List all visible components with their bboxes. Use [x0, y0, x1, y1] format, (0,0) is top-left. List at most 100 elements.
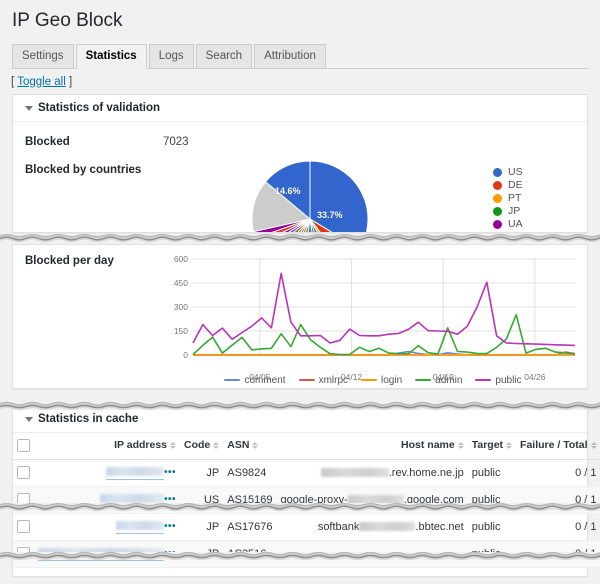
cell-ip-address[interactable]: ••• [34, 486, 181, 514]
ip-address-link[interactable] [116, 520, 164, 534]
pie-slice-Other[interactable] [251, 180, 312, 232]
col-header-asn[interactable]: ASN [223, 432, 277, 460]
pie-legend-label-jp: JP [508, 205, 521, 218]
panel-header-validation[interactable]: Statistics of validation [13, 95, 587, 122]
cell-failure-total: 0 / 1 [516, 459, 600, 487]
legend-color-dot-jp [493, 206, 502, 216]
line-legend-item-comment[interactable]: comment [224, 374, 286, 386]
ip-ellipsis[interactable]: ••• [164, 547, 177, 559]
blocked-value: 7023 [163, 135, 189, 148]
pie-legend-item-jp[interactable]: JP [493, 205, 575, 218]
col-header-failure-total[interactable]: Failure / Total [516, 432, 600, 460]
pie-slice-US[interactable] [309, 160, 369, 233]
host-prefix: softbank [317, 520, 360, 533]
tab-settings[interactable]: Settings [12, 43, 74, 68]
pie-legend-label-de: DE [508, 179, 523, 192]
sort-icon-failure[interactable] [590, 441, 597, 449]
tab-bar: Settings Statistics Logs Search Attribution [12, 43, 588, 69]
pie-legend-label-ru: RU [508, 231, 523, 232]
panel-header-cache[interactable]: Statistics in cache [13, 406, 587, 433]
pie-slice-PT[interactable] [309, 218, 345, 233]
sort-icon-ip[interactable] [170, 441, 177, 449]
row-checkbox[interactable] [17, 466, 30, 480]
host-suffix: .rev.home.ne.jp [388, 466, 464, 479]
cell-ip-address[interactable]: ••• [34, 459, 181, 487]
sort-icon-target[interactable] [506, 441, 513, 449]
table-row[interactable]: ••• US AS15169 google-proxy- .google.com publ… [13, 486, 600, 514]
blocked-by-countries-row: Blocked by countries 33.7% 14.6% US DE PT J… [25, 160, 575, 232]
cell-country-code: US [180, 486, 224, 514]
legend-line-swatch-comment [224, 378, 241, 382]
tab-logs[interactable]: Logs [148, 43, 194, 68]
tab-statistics[interactable]: Statistics [75, 43, 147, 69]
col-label-code: Code [184, 439, 211, 452]
table-row[interactable]: ••• JP AS17676 softbank .bbtec.net public 0 / … [13, 513, 600, 541]
row-checkbox[interactable] [17, 547, 30, 561]
bracket-open: [ [11, 75, 15, 88]
col-header-target[interactable]: Target [467, 432, 517, 460]
tab-search[interactable]: Search [195, 43, 253, 68]
line-legend-item-xmlrpc[interactable]: xmlrpc [298, 375, 348, 386]
line-series-public[interactable] [192, 272, 576, 346]
line-legend-label-comment: comment [244, 374, 286, 386]
pie-legend-item-ru[interactable]: RU [493, 231, 575, 232]
ip-address-link[interactable] [106, 466, 164, 480]
host-suffix: .bbtec.net [415, 520, 464, 533]
ip-ellipsis[interactable]: ••• [164, 466, 177, 478]
pie-legend-label-ua: UA [508, 218, 523, 231]
col-header-code[interactable]: Code [180, 432, 224, 460]
cell-ip-address[interactable]: ••• [34, 513, 181, 541]
select-all-checkbox[interactable] [17, 438, 30, 452]
cell-country-code: JP [180, 540, 224, 568]
panel-body-validation: Blocked 7023 Blocked by countries 33.7% … [13, 122, 587, 232]
cell-target: public [467, 540, 517, 568]
row-checkbox[interactable] [17, 493, 30, 507]
line-legend-item-public[interactable]: public [475, 375, 522, 386]
col-label-host: Host name [401, 439, 455, 452]
col-header-ip[interactable]: IP address [34, 432, 181, 460]
line-chart-x-axis-labels: 04/05 04/12 04/19 04/26 [163, 372, 583, 384]
toggle-all-line: [ Toggle all ] [0, 69, 600, 94]
panel-statistics-in-cache: Statistics in cache IP address Code [12, 404, 600, 577]
col-header-host[interactable]: Host name [276, 432, 468, 460]
x-tick-label-04-05: 04/05 [249, 371, 271, 382]
col-label-ip: IP address [114, 439, 168, 452]
pie-slice-pad[interactable] [264, 160, 311, 220]
pie-slice-JP[interactable] [309, 218, 338, 233]
ip-ellipsis[interactable]: ••• [164, 493, 177, 505]
pie-slice-UA[interactable] [309, 218, 328, 233]
pie-slice-DE[interactable] [309, 218, 360, 233]
pie-legend-item-us[interactable]: US [493, 166, 575, 179]
row-checkbox[interactable] [17, 520, 30, 534]
cell-asn: AS15169 [223, 486, 277, 514]
pie-legend-item-ua[interactable]: UA [493, 218, 575, 231]
y-tick-label-600: 600 [174, 254, 188, 264]
cell-failure-total: 0 / 1 [516, 513, 600, 541]
ip-address-link[interactable] [100, 493, 164, 507]
cell-ip-address[interactable]: ••• [34, 540, 181, 568]
blocked-per-day-label: Blocked per day [25, 254, 114, 267]
ip-address-link[interactable] [38, 547, 164, 561]
ip-ellipsis[interactable]: ••• [164, 520, 177, 532]
x-tick-label-04-26: 04/26 [524, 371, 546, 382]
sort-icon-asn[interactable] [252, 441, 259, 449]
legend-color-dot-pt [493, 193, 502, 203]
sort-icon-host[interactable] [457, 441, 464, 449]
toggle-all-link[interactable]: Toggle all [17, 75, 66, 88]
panel-body-cache: IP address Code ASN Host name [13, 432, 600, 576]
tab-attribution[interactable]: Attribution [254, 43, 326, 68]
pie-legend-item-de[interactable]: DE [493, 179, 575, 192]
host-prefix: google-proxy- [280, 493, 348, 506]
line-legend-item-admin[interactable]: admin [415, 375, 462, 386]
y-tick-label-450: 450 [174, 278, 188, 288]
line-legend-item-login[interactable]: login [361, 375, 402, 386]
cell-host-name: .rev.home.ne.jp [276, 459, 468, 487]
pie-chart-svg [251, 160, 369, 233]
pie-legend-item-pt[interactable]: PT [493, 192, 575, 205]
col-label-target: Target [471, 439, 504, 452]
line-series-admin[interactable] [192, 313, 576, 355]
sort-icon-code[interactable] [213, 441, 220, 449]
